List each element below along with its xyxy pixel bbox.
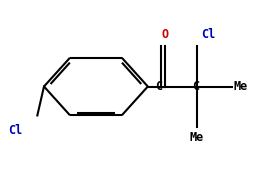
Text: C: C — [192, 80, 199, 93]
Text: C: C — [155, 80, 162, 93]
Text: Cl: Cl — [8, 124, 23, 137]
Text: Me: Me — [234, 80, 248, 93]
Text: O: O — [162, 28, 169, 41]
Text: Me: Me — [190, 131, 204, 144]
Text: Cl: Cl — [201, 28, 215, 41]
